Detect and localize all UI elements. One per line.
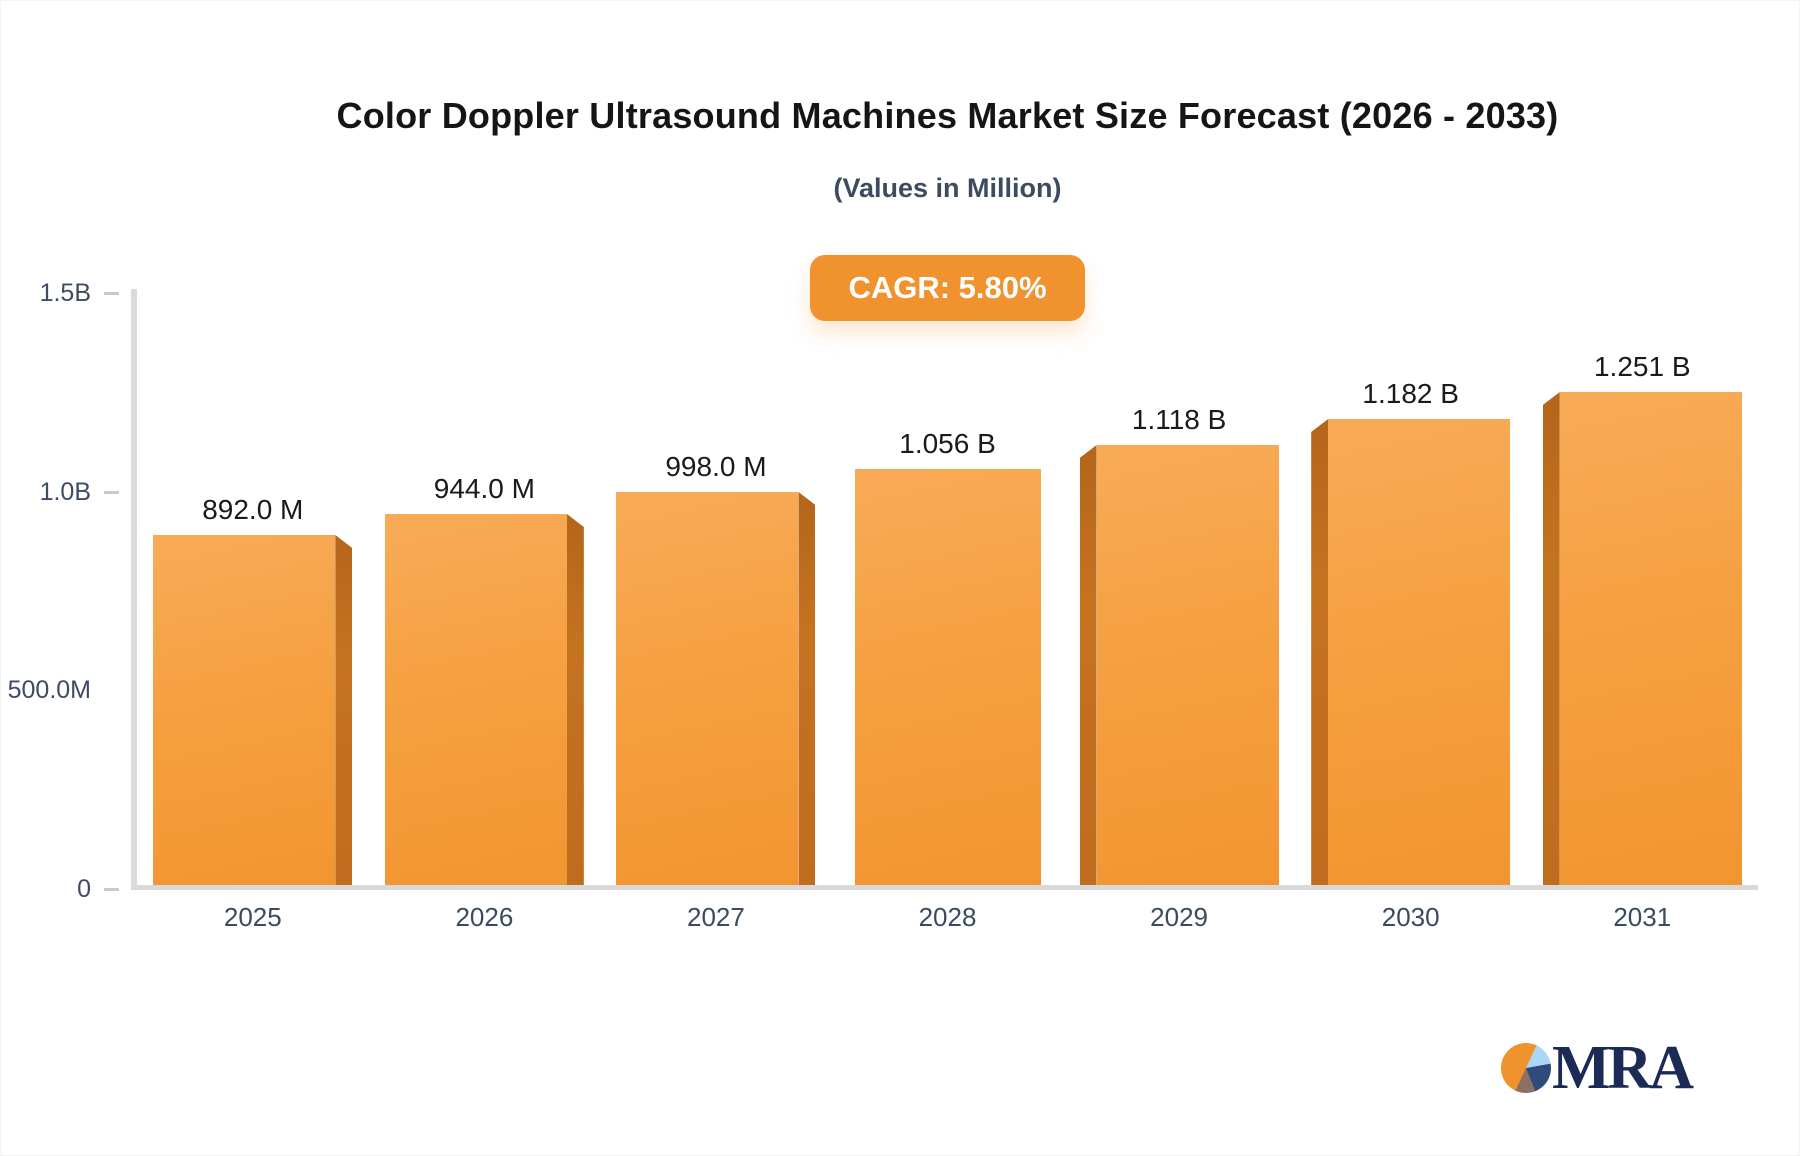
y-tick-label: 500.0M [7, 676, 91, 705]
y-tick-1.5B: 1.5B [1, 278, 137, 308]
bar-2028: 1.056 B [854, 428, 1041, 889]
y-tick-mark [104, 888, 119, 891]
y-axis: 1.5B 1.0B 500.0M 0 [1, 279, 137, 903]
x-axis-line [131, 885, 1758, 890]
bar-value-label: 998.0 M [665, 451, 767, 482]
bar-front-face [1096, 445, 1279, 889]
x-axis-labels: 2025 2026 2027 2028 2029 2030 2031 [137, 902, 1758, 933]
bar-slot-2030: 1.182 B [1295, 293, 1527, 889]
mra-logo: MRA [1501, 1034, 1694, 1102]
x-axis-label-2026: 2026 [455, 902, 514, 932]
bar-front-face [153, 535, 336, 889]
bar-side-face [566, 514, 584, 889]
cagr-badge: CAGR: 5.80% [810, 255, 1085, 321]
y-tick-label: 1.0B [39, 477, 91, 506]
x-axis-label-2027: 2027 [687, 902, 745, 932]
bar-2025: 892.0 M [153, 494, 353, 889]
bar-2030: 1.182 B [1311, 378, 1511, 889]
x-axis-label-2025: 2025 [223, 902, 282, 932]
bar-slot-2029: 1.118 B [1063, 293, 1295, 889]
y-axis-line [131, 289, 137, 890]
bar-2029: 1.118 B [1079, 404, 1279, 889]
bar-value-label: 1.056 B [899, 428, 996, 459]
cagr-badge-row: CAGR: 5.80% [137, 255, 1758, 321]
x-axis-label-2030: 2030 [1381, 902, 1440, 932]
bar-slot-2026: 944.0 M [369, 293, 601, 889]
bars-container: 892.0 M 944.0 M 998.0 M 1.056 B 1.118 B 1.182… [137, 293, 1758, 889]
bar-slot-2031: 1.251 B [1526, 293, 1758, 889]
x-axis-label-2029: 2029 [1150, 902, 1209, 932]
bar-side-face [1542, 392, 1560, 889]
y-tick-mark [104, 490, 119, 494]
chart-subtitle: (Values in Million) [833, 173, 1062, 203]
bar-value-label: 1.251 B [1593, 351, 1691, 382]
bar-2027: 998.0 M [616, 451, 816, 889]
bar-slot-2027: 998.0 M [600, 293, 832, 889]
bar-front-face [1559, 392, 1742, 889]
bar-slot-2028: 1.056 B [832, 293, 1064, 889]
y-tick-0: 0 [1, 874, 137, 904]
bar-value-label: 892.0 M [202, 494, 304, 525]
bar-front-face [854, 469, 1041, 889]
y-tick-500.0M: 500.0M [1, 675, 137, 705]
bar-front-face [384, 514, 567, 889]
y-tick-mark [104, 292, 119, 295]
bar-value-label: 944.0 M [433, 473, 535, 504]
bar-front-face [1328, 419, 1511, 889]
bar-slot-2025: 892.0 M [137, 293, 369, 889]
logo-text: MRA [1552, 1034, 1694, 1102]
bar-2031: 1.251 B [1542, 351, 1742, 889]
bar-side-face [798, 492, 816, 889]
bar-side-face [335, 535, 353, 889]
bar-front-face [616, 492, 799, 889]
bar-side-face [1311, 419, 1329, 889]
bar-2026: 944.0 M [384, 473, 584, 889]
x-axis-label-2028: 2028 [918, 902, 977, 932]
y-tick-1.0B: 1.0B [1, 477, 137, 507]
bar-value-label: 1.182 B [1362, 378, 1459, 409]
y-tick-label: 0 [77, 875, 91, 903]
bar-side-face [1079, 445, 1097, 889]
chart-title: Color Doppler Ultrasound Machines Market… [336, 95, 1559, 136]
y-tick-label: 1.5B [39, 279, 91, 307]
pie-chart-icon [1501, 1043, 1551, 1093]
bar-value-label: 1.118 B [1131, 404, 1227, 435]
x-axis-label-2031: 2031 [1613, 902, 1672, 932]
